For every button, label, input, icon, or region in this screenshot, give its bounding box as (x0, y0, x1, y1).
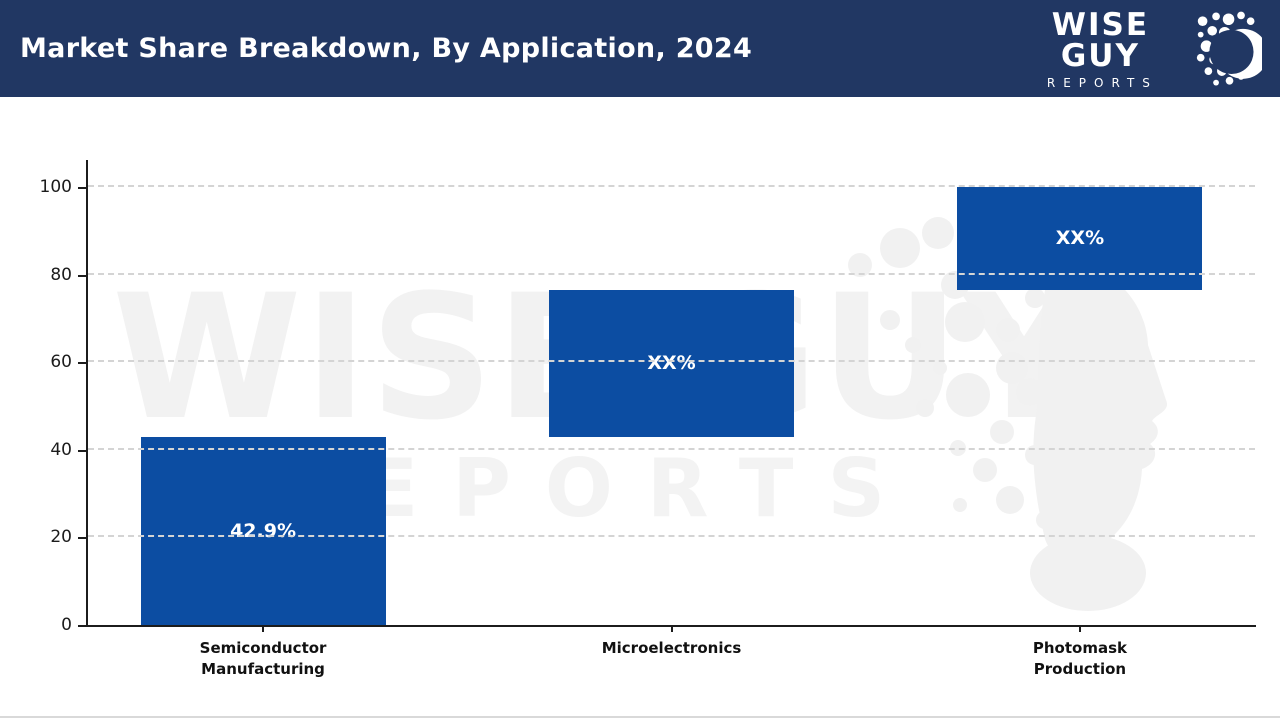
y-tick-label-40: 40 (50, 439, 72, 460)
header-band: Market Share Breakdown, By Application, … (0, 0, 1280, 97)
y-tick-100 (78, 187, 86, 189)
gridline-y-20 (88, 535, 1255, 538)
y-axis-spine (86, 160, 88, 627)
gridline-y-100 (88, 185, 1255, 187)
logo-text: WISE GUY REPORTS (1012, 7, 1189, 91)
bar-microelectronics: XX% (548, 289, 795, 438)
watermark-head-icon (848, 217, 1168, 611)
page-title: Market Share Breakdown, By Application, … (20, 33, 753, 64)
y-tick-label-80: 80 (50, 264, 72, 285)
y-tick-40 (78, 449, 86, 452)
bar-value-label: XX% (1055, 227, 1105, 250)
y-tick-label-0: 0 (61, 615, 72, 635)
y-tick-80 (78, 274, 86, 277)
x-tick-0 (262, 625, 265, 632)
footer-divider (0, 716, 1280, 718)
gridline-y-80 (88, 272, 1255, 275)
bar-semiconductor-manufacturing: 42.9% (140, 437, 386, 625)
logo-subtitle: REPORTS (1046, 76, 1158, 90)
gridline-y-40 (88, 447, 1255, 450)
x-tick-2 (1078, 625, 1081, 632)
y-tick-60 (78, 362, 86, 365)
bar-value-label: 42.9% (230, 520, 296, 543)
x-tick-1 (670, 625, 673, 632)
y-tick-20 (78, 537, 86, 540)
y-tick-label-100: 100 (39, 177, 72, 197)
y-tick-label-20: 20 (50, 527, 72, 548)
y-tick-0 (78, 625, 86, 627)
wiseguy-logo: WISE GUY REPORTS (1012, 6, 1262, 94)
bar-value-label: XX% (647, 352, 696, 375)
category-label-0: Semiconductor Manufacturing (199, 639, 327, 678)
y-tick-label-60: 60 (50, 352, 72, 373)
category-label-1: Microelectronics (601, 639, 742, 657)
wiseguy-head-icon (1196, 11, 1262, 86)
bar-photomask-production: XX% (957, 187, 1203, 290)
category-label-2: Photomask Production (1032, 639, 1127, 678)
x-axis-spine (86, 625, 1256, 627)
logo-wordmark: WISE GUY (1051, 7, 1150, 74)
plot-area: 0 20 40 60 80 100 42.9% Semiconductor Manufactu… (40, 160, 1256, 678)
gridline-y-60 (88, 360, 1255, 363)
